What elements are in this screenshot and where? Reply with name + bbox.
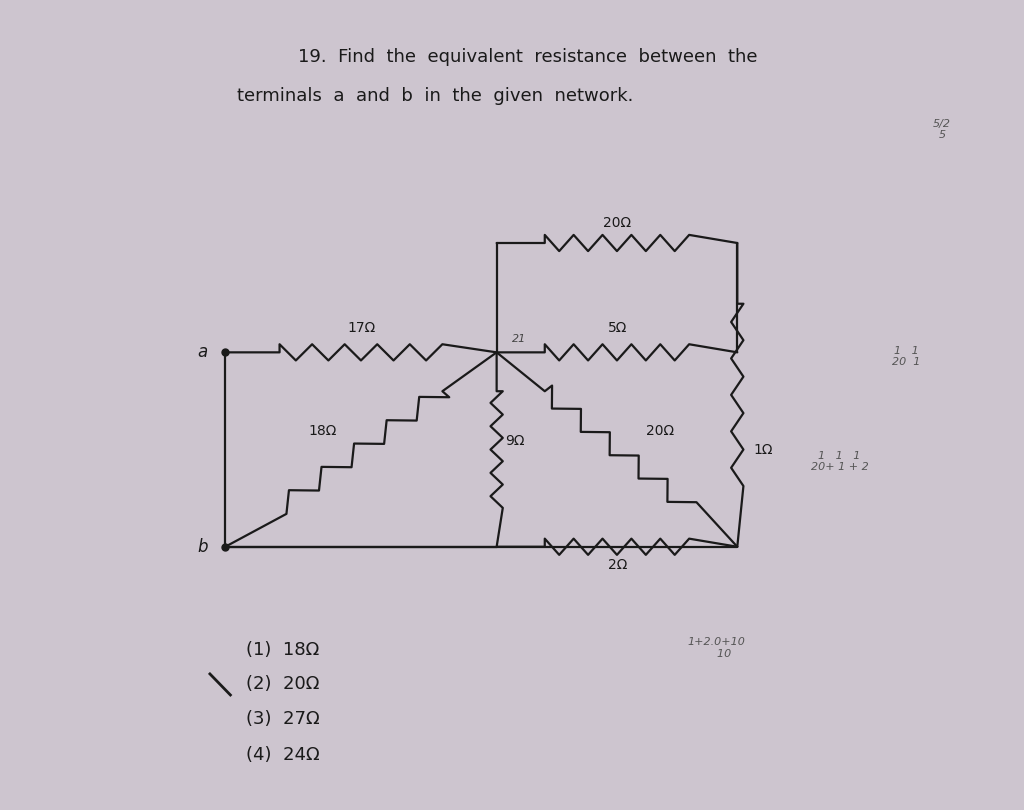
Text: terminals  a  and  b  in  the  given  network.: terminals a and b in the given network. (237, 87, 634, 104)
Text: 1   1   1
20+ 1 + 2: 1 1 1 20+ 1 + 2 (811, 451, 868, 472)
Text: 5/2
5: 5/2 5 (933, 119, 951, 140)
Text: b: b (198, 538, 208, 556)
Text: 1   1
20  1: 1 1 20 1 (892, 346, 921, 367)
Text: 19.  Find  the  equivalent  resistance  between  the: 19. Find the equivalent resistance betwe… (298, 48, 757, 66)
Text: (4)  24Ω: (4) 24Ω (246, 746, 319, 764)
Text: 1+2.0+10
    10: 1+2.0+10 10 (688, 637, 745, 659)
Text: 17Ω: 17Ω (347, 321, 376, 335)
Text: (3)  27Ω: (3) 27Ω (246, 710, 319, 728)
Text: 2Ω: 2Ω (608, 558, 627, 573)
Text: 20Ω: 20Ω (603, 215, 632, 230)
Text: 1Ω: 1Ω (753, 442, 773, 457)
Text: 21: 21 (512, 334, 526, 343)
Text: 9Ω: 9Ω (505, 434, 525, 449)
Text: (1)  18Ω: (1) 18Ω (246, 641, 319, 659)
Text: (2)  20Ω: (2) 20Ω (246, 676, 319, 693)
Text: 5Ω: 5Ω (608, 321, 627, 335)
Text: 18Ω: 18Ω (308, 424, 337, 438)
Text: a: a (198, 343, 208, 361)
Text: 20Ω: 20Ω (646, 424, 675, 438)
